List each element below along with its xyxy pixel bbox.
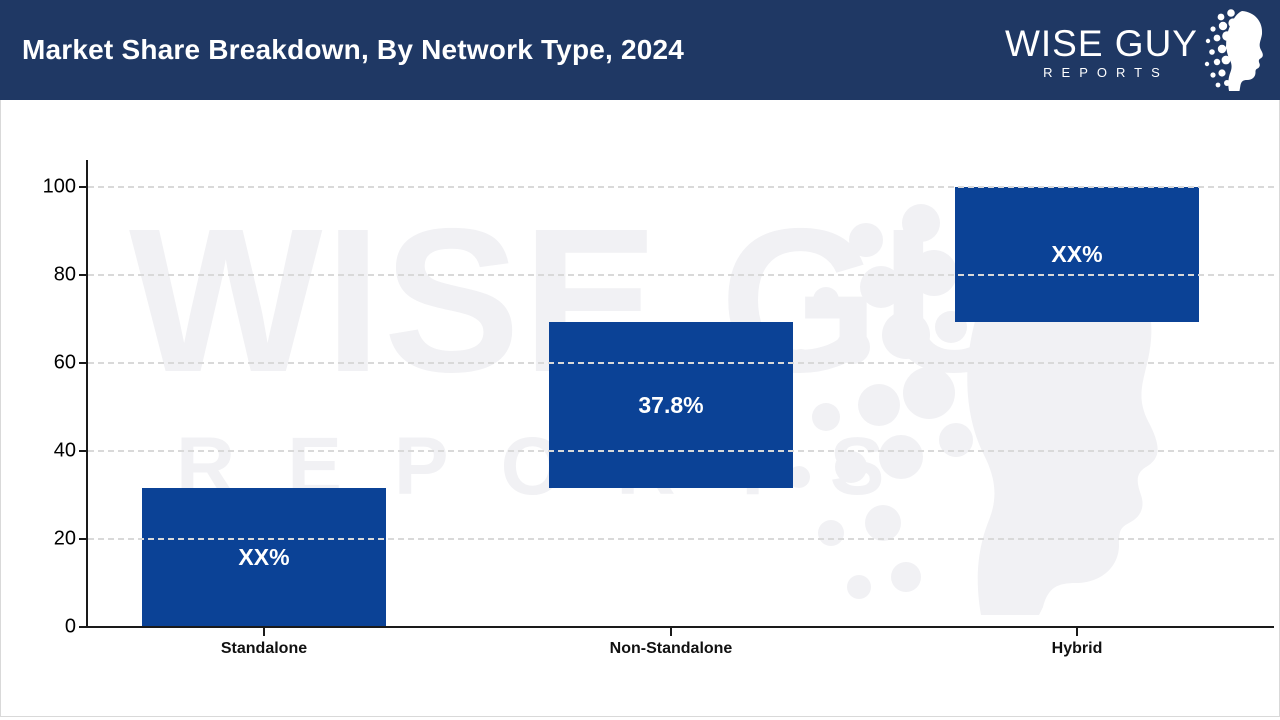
bar-value-label: 37.8%	[638, 391, 704, 418]
y-axis-line	[86, 160, 88, 627]
gridline-y100	[88, 186, 1274, 188]
y-tick-label: 100	[42, 175, 76, 198]
gridline-y80	[88, 274, 1274, 276]
x-tick-mark	[263, 628, 265, 636]
logo-head-icon	[1204, 9, 1263, 91]
gridline-y60	[88, 362, 1274, 364]
y-tick-mark	[79, 362, 87, 364]
header-bar: Market Share Breakdown, By Network Type,…	[0, 0, 1280, 100]
y-tick-mark	[79, 274, 87, 276]
y-tick-label: 80	[53, 263, 76, 286]
bar-hybrid: XX%	[955, 187, 1199, 323]
logo-wordmark: WISE GUY	[1004, 23, 1198, 64]
y-tick-label: 40	[53, 439, 76, 462]
chart-title: Market Share Breakdown, By Network Type,…	[22, 34, 685, 65]
bar-non-standalone: 37.8%	[549, 322, 793, 489]
x-tick-mark	[670, 628, 672, 636]
wise-guy-logo: WISE GUY REPORTS	[1005, 7, 1266, 93]
y-tick-label: 20	[53, 527, 76, 550]
x-label-standalone: Standalone	[220, 640, 308, 657]
bar-standalone: XX%	[142, 488, 386, 627]
y-tick-mark	[79, 626, 87, 628]
x-label-non-standalone: Non-Standalone	[609, 640, 733, 657]
bar-value-label: XX%	[1051, 241, 1103, 268]
y-tick-label: 0	[64, 615, 76, 638]
x-label-hybrid: Hybrid	[1051, 640, 1103, 657]
x-axis-line	[86, 626, 1274, 628]
gridline-y40	[88, 450, 1274, 452]
logo-subtitle: REPORTS	[1043, 65, 1169, 80]
bar-value-label: XX%	[238, 544, 290, 571]
gridline-y20	[88, 538, 1274, 540]
y-tick-label: 60	[53, 351, 76, 374]
y-tick-mark	[79, 450, 87, 452]
logo-text: WISE GUY REPORTS	[1005, 25, 1198, 79]
y-tick-mark	[79, 186, 87, 188]
x-tick-mark	[1076, 628, 1078, 636]
y-tick-mark	[79, 538, 87, 540]
